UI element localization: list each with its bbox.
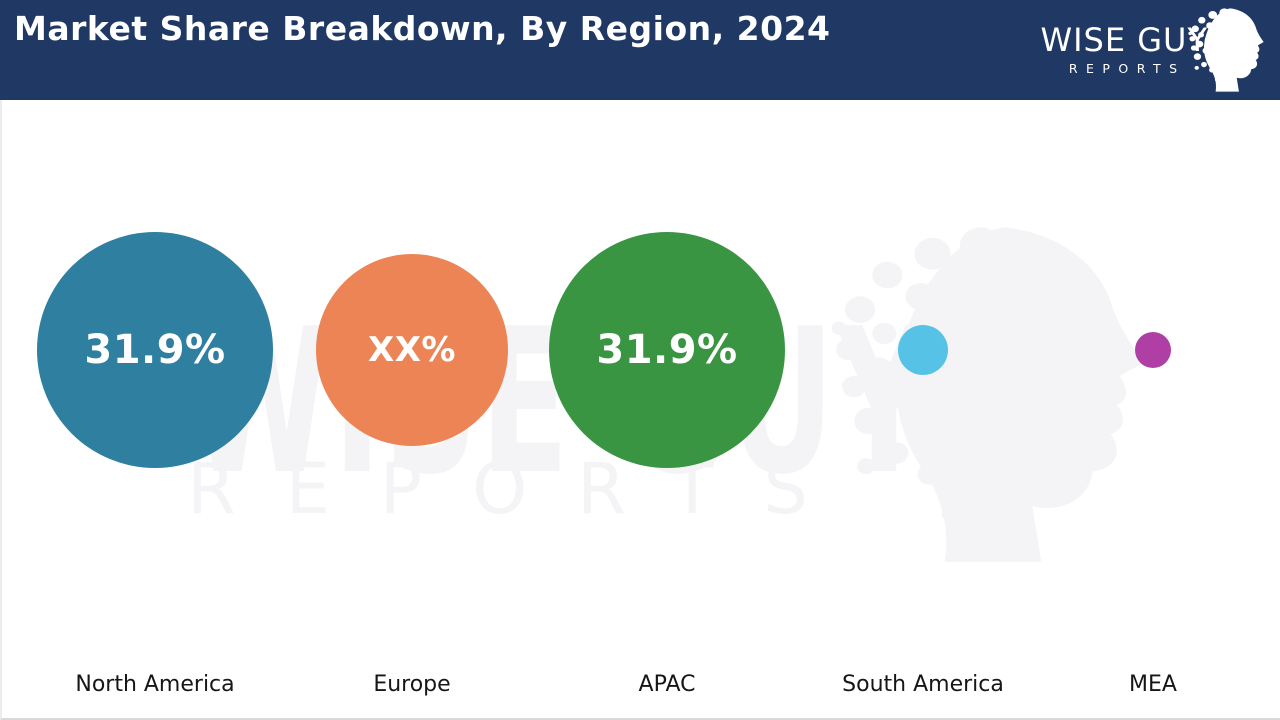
watermark-head-icon [830,222,1162,567]
head-profile-icon [1188,7,1268,93]
bubble-mea [1135,332,1171,368]
logo-wordmark: WISE GUY [1040,21,1208,60]
chart-area: WISE GUY REPORTS 31.9%North AmericaXX%Eu… [0,100,1280,720]
header-bar: Market Share Breakdown, By Region, 2024 … [0,0,1280,100]
category-label: APAC [638,672,696,697]
bubble-chart: 31.9% North America XX% Europe 31.9% APAC Sout… [2,100,1280,718]
category-label: MEA [1129,672,1177,697]
category-label: South America [842,672,1004,697]
category-label: North America [75,672,235,697]
page-title: Market Share Breakdown, By Region, 2024 [14,9,831,48]
bubble-north-america: 31.9% [37,232,273,468]
logo-text-block: WISE GUY REPORTS [1040,24,1208,76]
bubble-value-label: 31.9% [596,327,738,373]
bubble-south-america [898,325,948,375]
bubble-value-label: XX% [368,330,456,370]
category-label: Europe [373,672,451,697]
bubble-value-label: 31.9% [84,327,226,373]
logo-subtitle: REPORTS [1068,60,1186,76]
bubble-europe: XX% [316,254,508,446]
bubble-apac: 31.9% [549,232,785,468]
wise-guy-logo: WISE GUY REPORTS [1040,0,1268,100]
